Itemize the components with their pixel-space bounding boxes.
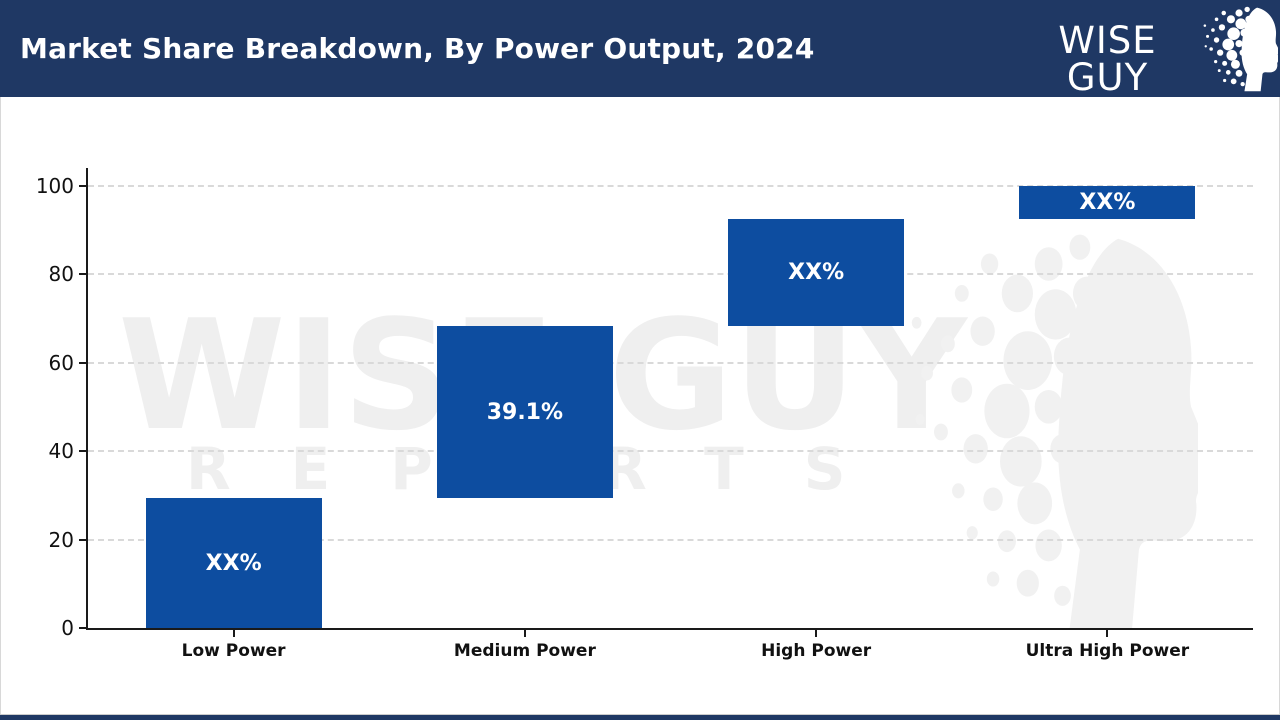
bar-value-label: XX% bbox=[1079, 190, 1136, 216]
footer-bar bbox=[0, 714, 1280, 720]
x-tickmark bbox=[1106, 630, 1109, 637]
x-tickmark bbox=[232, 630, 235, 637]
logo-wordmark: WISE GUY bbox=[1058, 19, 1157, 99]
y-tick-label: 0 bbox=[61, 616, 74, 640]
x-axis-label: High Power bbox=[761, 641, 872, 661]
bar-value-label: XX% bbox=[788, 259, 845, 285]
x-axis-label: Low Power bbox=[181, 641, 286, 661]
y-tickmark bbox=[79, 538, 88, 541]
x-axis-label: Ultra High Power bbox=[1025, 641, 1190, 661]
y-tick-label: 60 bbox=[48, 350, 74, 375]
bar-value-label: 39.1% bbox=[486, 399, 564, 425]
gridline bbox=[88, 538, 1253, 541]
y-tick-label: 40 bbox=[48, 439, 74, 464]
y-tick-label: 80 bbox=[48, 262, 74, 287]
gridline bbox=[88, 185, 1253, 187]
y-axis-spine bbox=[86, 168, 88, 630]
gridline bbox=[88, 361, 1253, 364]
gridline bbox=[88, 450, 1253, 453]
y-tickmark bbox=[79, 273, 88, 276]
bar-value-label: XX% bbox=[205, 550, 262, 576]
bar-ultra-high-power: XX% bbox=[1019, 186, 1196, 220]
x-tickmark bbox=[815, 630, 818, 637]
y-tickmark bbox=[79, 450, 88, 453]
y-tick-label: 100 bbox=[35, 174, 74, 198]
bar-low-power: XX% bbox=[145, 498, 322, 628]
bar-high-power: XX% bbox=[728, 219, 905, 326]
y-tickmark bbox=[79, 185, 88, 187]
page-title: Market Share Breakdown, By Power Output,… bbox=[20, 32, 815, 65]
logo-head-icon bbox=[1203, 6, 1278, 92]
y-tick-label: 20 bbox=[48, 527, 74, 552]
x-tickmark bbox=[523, 630, 526, 637]
x-axis-label: Medium Power bbox=[453, 641, 596, 661]
bar-medium-power: 39.1% bbox=[436, 325, 613, 499]
gridline bbox=[88, 273, 1253, 276]
y-tickmark bbox=[79, 627, 88, 629]
y-tickmark bbox=[79, 361, 88, 364]
x-axis-spine bbox=[86, 628, 1253, 630]
